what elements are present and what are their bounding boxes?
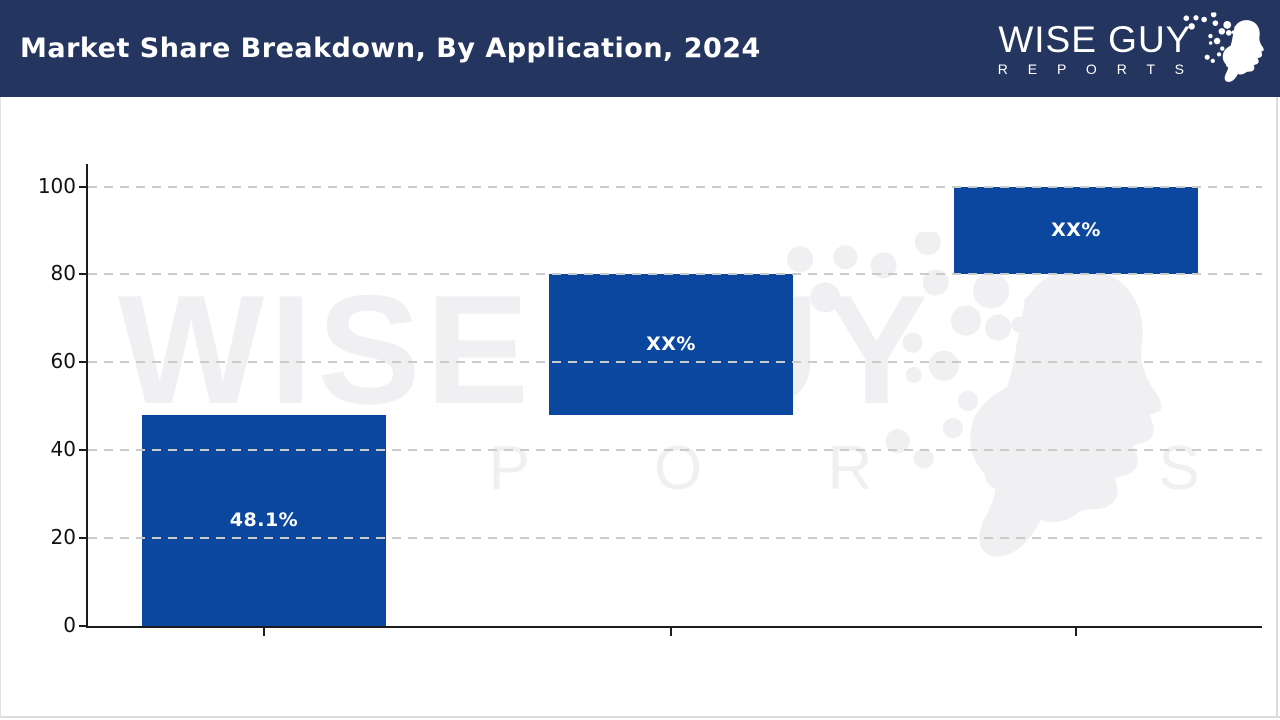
page-border-bottom bbox=[0, 716, 1280, 718]
y-axis-tick bbox=[79, 449, 87, 452]
logo-text: WISE GUY R E P O R T S bbox=[998, 21, 1192, 77]
logo-head-icon bbox=[1182, 12, 1266, 86]
y-axis-tick bbox=[79, 361, 87, 364]
page-border-left bbox=[0, 97, 1, 718]
y-gridline bbox=[88, 273, 1262, 276]
y-axis-tick bbox=[79, 273, 87, 276]
y-tick-label: 60 bbox=[50, 349, 76, 374]
x-axis-tick bbox=[263, 628, 265, 636]
y-tick-label: 40 bbox=[50, 437, 76, 462]
page-border-right bbox=[1276, 97, 1278, 718]
y-gridline bbox=[88, 537, 1262, 540]
y-tick-label: 80 bbox=[50, 261, 76, 286]
y-gridline bbox=[88, 361, 1262, 364]
x-axis-tick bbox=[670, 628, 672, 636]
y-axis-tick bbox=[79, 537, 87, 540]
bar-value-label: 48.1% bbox=[229, 509, 299, 532]
logo-reports-text: R E P O R T S bbox=[997, 60, 1192, 77]
y-tick-label: 20 bbox=[50, 525, 76, 550]
wise-guy-reports-logo: WISE GUY R E P O R T S bbox=[998, 0, 1266, 97]
bar-passenger-vehicles: 48.1% bbox=[142, 414, 386, 626]
y-gridline bbox=[88, 449, 1262, 452]
y-axis-spine bbox=[86, 164, 88, 628]
y-axis-tick bbox=[79, 625, 87, 627]
bar-public-transport: XX% bbox=[954, 186, 1198, 275]
y-tick-label: 0 bbox=[63, 613, 76, 637]
y-axis-tick bbox=[79, 185, 87, 188]
bar-value-label: XX% bbox=[1051, 219, 1101, 242]
y-tick-label: 100 bbox=[37, 173, 76, 198]
watermark-wordmark: WISE GUY bbox=[118, 263, 934, 436]
x-axis-spine bbox=[86, 626, 1262, 628]
header: Market Share Breakdown, By Application, … bbox=[0, 0, 1280, 97]
bar-value-label: XX% bbox=[646, 333, 696, 356]
y-gridline bbox=[88, 185, 1262, 188]
bar-commercial-vehicles: XX% bbox=[549, 274, 793, 415]
chart-title: Market Share Breakdown, By Application, … bbox=[20, 33, 761, 64]
x-axis-tick bbox=[1075, 628, 1077, 636]
logo-wordmark: WISE GUY bbox=[998, 18, 1192, 60]
